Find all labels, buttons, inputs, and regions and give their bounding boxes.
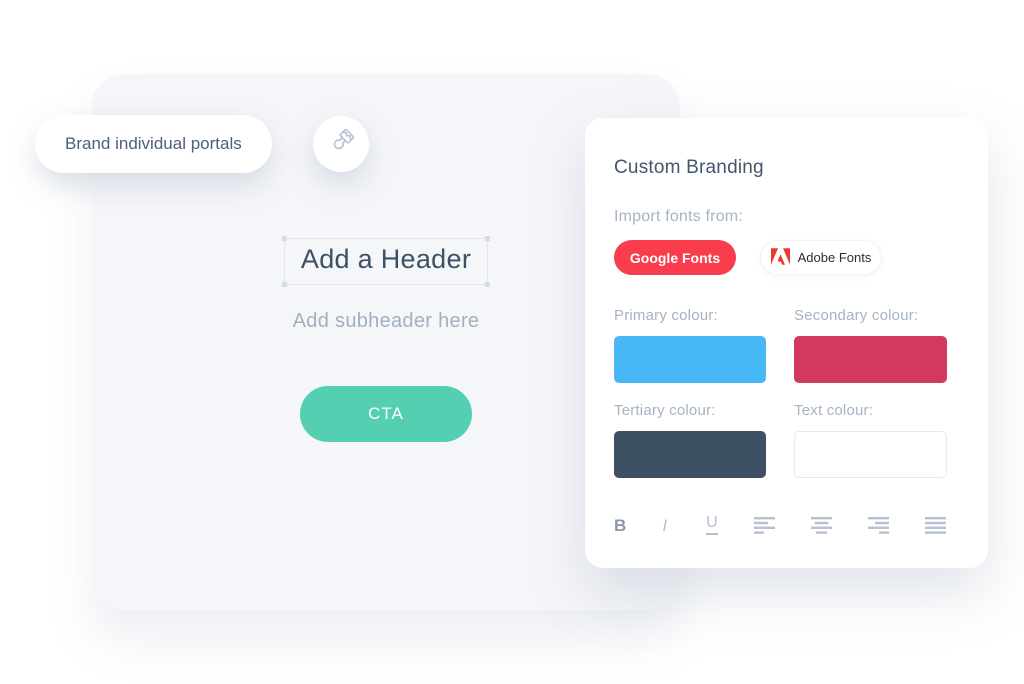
panel-title: Custom Branding (614, 157, 764, 178)
colour-fields-grid: Primary colour: Secondary colour: Tertia… (614, 307, 948, 478)
selection-handle[interactable] (485, 282, 491, 287)
secondary-colour-swatch[interactable] (794, 336, 947, 383)
brand-tool-button[interactable] (313, 116, 369, 172)
secondary-colour-label: Secondary colour: (794, 307, 919, 324)
text-colour-label: Text colour: (794, 402, 874, 419)
tertiary-colour-label: Tertiary colour: (614, 402, 716, 419)
align-justify-icon[interactable] (924, 516, 946, 534)
text-format-toolbar: B I U (614, 515, 948, 535)
text-colour-field: Text colour: (794, 402, 947, 478)
import-fonts-label: Import fonts from: (614, 208, 743, 225)
adobe-fonts-label: Adobe Fonts (797, 250, 872, 265)
selection-handle[interactable] (281, 236, 287, 241)
align-left-icon[interactable] (753, 516, 775, 534)
primary-colour-swatch[interactable] (614, 336, 766, 383)
tertiary-colour-field: Tertiary colour: (614, 402, 766, 478)
header-selection-box[interactable]: Add a Header (281, 236, 491, 287)
primary-colour-label: Primary colour: (614, 307, 718, 324)
selection-handle[interactable] (485, 236, 491, 241)
feature-badge-label: Brand individual portals (65, 134, 242, 153)
custom-branding-panel: Custom Branding Import fonts from: Googl… (585, 118, 988, 568)
adobe-logo-icon (770, 247, 790, 268)
paintbrush-icon (326, 127, 356, 162)
google-fonts-button[interactable]: Google Fonts (614, 240, 736, 275)
underline-button[interactable]: U (706, 515, 718, 535)
text-colour-swatch[interactable] (794, 431, 947, 478)
primary-colour-field: Primary colour: (614, 307, 766, 383)
align-center-icon[interactable] (810, 516, 832, 534)
secondary-colour-field: Secondary colour: (794, 307, 947, 383)
cta-button[interactable]: CTA (300, 386, 472, 442)
selection-handle[interactable] (281, 282, 287, 287)
tertiary-colour-swatch[interactable] (614, 431, 766, 478)
italic-button[interactable]: I (662, 515, 668, 535)
feature-badge: Brand individual portals (35, 115, 272, 173)
font-source-buttons: Google Fonts Adobe Fonts (614, 240, 948, 275)
bold-button[interactable]: B (614, 515, 627, 535)
header-placeholder-text[interactable]: Add a Header (300, 244, 472, 274)
adobe-fonts-button[interactable]: Adobe Fonts (760, 240, 882, 275)
align-right-icon[interactable] (867, 516, 889, 534)
subheader-placeholder-text[interactable]: Add subheader here (292, 310, 480, 332)
